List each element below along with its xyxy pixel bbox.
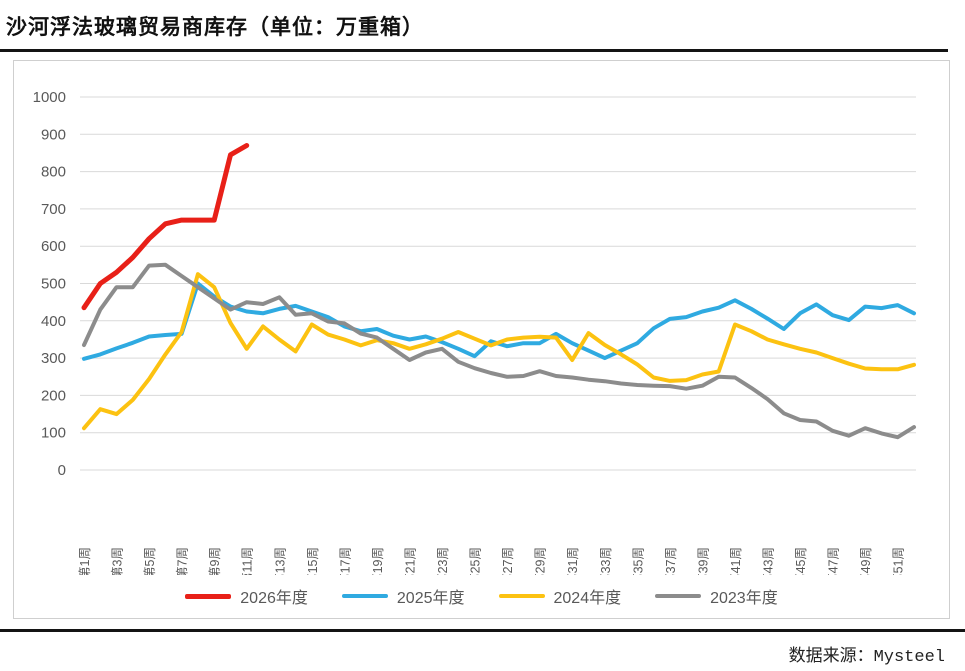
x-axis-tick-label: 第19周 — [371, 547, 385, 575]
y-axis-tick-label: 900 — [41, 126, 66, 143]
x-axis-tick-label: 第21周 — [403, 547, 417, 575]
y-axis-tick-label: 500 — [41, 276, 66, 293]
y-axis-tick-label: 400 — [41, 313, 66, 330]
legend-item-2025年度: 2025年度 — [341, 584, 465, 608]
x-axis-tick-label: 第31周 — [566, 547, 580, 575]
x-axis-tick-label: 第47周 — [827, 547, 841, 575]
x-axis-tick-label: 第35周 — [631, 547, 645, 575]
series-line-2026年度 — [81, 143, 250, 311]
legend-line-swatch — [185, 593, 232, 599]
y-axis-tick-label: 200 — [41, 387, 66, 404]
legend-line-swatch — [655, 594, 702, 598]
x-axis-tick-label: 第29周 — [534, 547, 548, 575]
x-axis-tick-label: 第39周 — [696, 547, 710, 575]
x-axis-tick-label: 第13周 — [273, 547, 287, 575]
y-axis-tick-label: 300 — [41, 350, 66, 367]
legend-label: 2024年度 — [553, 590, 622, 607]
y-axis-tick-label: 700 — [41, 201, 66, 218]
legend-line-swatch — [341, 594, 388, 598]
chart-legend: 2026年度 2025年度 2024年度 2023年度 — [14, 574, 949, 618]
legend-label: 2023年度 — [710, 590, 778, 607]
y-axis-tick-label: 800 — [41, 164, 66, 181]
legend-line-swatch — [498, 594, 545, 598]
x-axis-tick-label: 第1周 — [78, 547, 92, 575]
x-axis-tick-label: 第5周 — [143, 547, 157, 575]
legend-item-2023年度: 2023年度 — [655, 584, 778, 608]
data-source: 数据来源：Mysteel — [788, 648, 945, 667]
x-axis-tick-label: 第33周 — [599, 547, 613, 575]
x-axis-tick-label: 第51周 — [892, 547, 906, 575]
x-axis-tick-label: 第7周 — [176, 547, 190, 575]
x-axis-tick-label: 第27周 — [501, 547, 515, 575]
inventory-line-chart: 0 100 200 300 400 500 600 700 800 900 1000 第1周 第3周 第5… — [33, 89, 916, 586]
x-axis-tick-label: 第41周 — [729, 547, 743, 575]
series-line-2024年度 — [82, 272, 916, 431]
x-axis-tick-label: 第23周 — [436, 547, 450, 575]
legend-label: 2026年度 — [240, 590, 308, 607]
page-title: 沙河浮法玻璃贸易商库存（单位：万重箱） — [6, 15, 424, 39]
x-axis-tick-label: 第43周 — [762, 547, 776, 575]
chart-frame: 0 100 200 300 400 500 600 700 800 900 1000 第1周 第3周 第5… — [13, 60, 950, 619]
y-axis-tick-label: 0 — [58, 462, 66, 479]
x-axis-tick-label: 第11周 — [241, 547, 255, 575]
title-divider — [0, 49, 948, 52]
x-axis-tick-label: 第9周 — [208, 547, 222, 575]
x-axis-tick-label: 第37周 — [664, 547, 678, 575]
x-axis-tick-label: 第45周 — [794, 547, 808, 575]
x-axis-tick-label: 第49周 — [859, 547, 873, 575]
x-axis-tick-label: 第3周 — [111, 547, 125, 575]
legend-item-2026年度: 2026年度 — [185, 584, 308, 608]
legend-label: 2025年度 — [396, 590, 465, 607]
y-axis-tick-label: 1000 — [33, 89, 66, 106]
x-axis-tick-label: 第25周 — [469, 547, 483, 575]
y-axis-tick-label: 100 — [41, 425, 66, 442]
footer-divider — [0, 629, 965, 632]
legend-item-2024年度: 2024年度 — [498, 584, 622, 608]
x-axis-tick-label: 第15周 — [306, 547, 320, 575]
series-line-2023年度 — [82, 262, 916, 440]
x-axis-tick-label: 第17周 — [338, 547, 352, 575]
y-axis-tick-label: 600 — [41, 238, 66, 255]
